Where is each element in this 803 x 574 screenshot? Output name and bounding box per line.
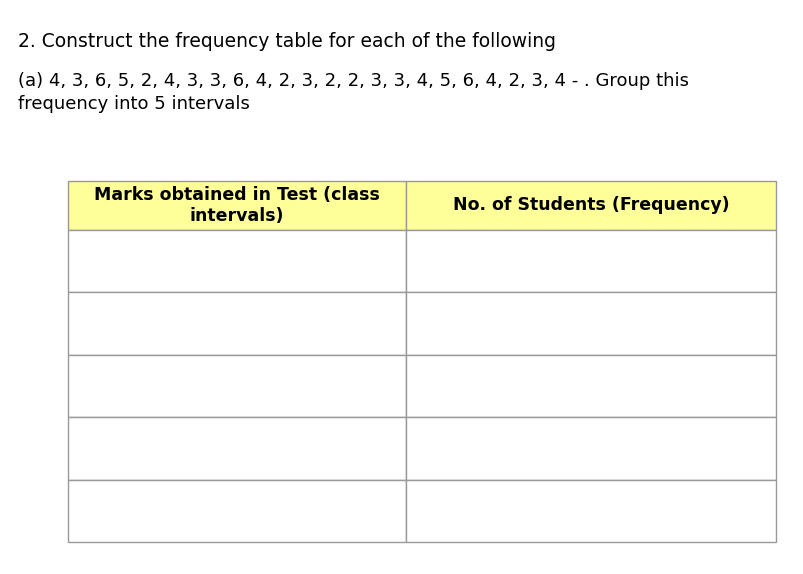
Bar [68, 292, 406, 355]
Bar [406, 292, 775, 355]
Text: Marks obtained in Test (class
intervals): Marks obtained in Test (class intervals) [94, 186, 380, 224]
Bar [406, 417, 775, 480]
Bar [406, 181, 775, 230]
Text: No. of Students (Frequency): No. of Students (Frequency) [452, 196, 728, 214]
Bar [68, 417, 406, 480]
Bar [68, 181, 406, 230]
Bar [68, 230, 406, 292]
Text: 2. Construct the frequency table for each of the following: 2. Construct the frequency table for eac… [18, 32, 555, 51]
Bar [68, 480, 406, 542]
Bar [406, 230, 775, 292]
Bar [68, 355, 406, 417]
Bar [406, 480, 775, 542]
Bar [406, 355, 775, 417]
Text: (a) 4, 3, 6, 5, 2, 4, 3, 3, 6, 4, 2, 3, 2, 2, 3, 3, 4, 5, 6, 4, 2, 3, 4 - . Grou: (a) 4, 3, 6, 5, 2, 4, 3, 3, 6, 4, 2, 3, … [18, 72, 688, 113]
